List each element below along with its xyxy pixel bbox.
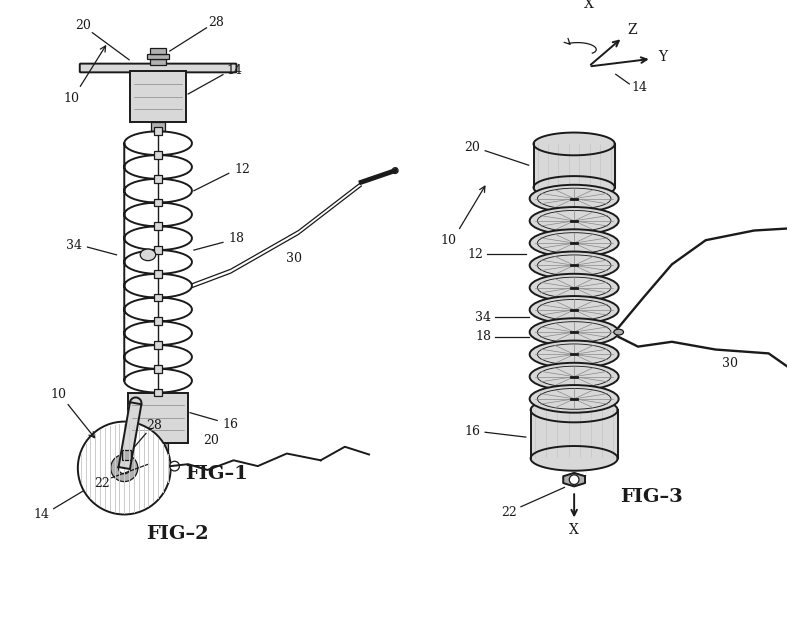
Polygon shape [530,397,618,422]
Bar [154,127,162,135]
Text: 18: 18 [229,232,245,245]
Bar [154,246,162,254]
Ellipse shape [530,363,618,391]
Polygon shape [530,446,618,471]
Text: 12: 12 [234,163,250,176]
Polygon shape [534,144,614,187]
Ellipse shape [530,229,618,257]
Ellipse shape [530,341,618,368]
Bar [154,389,162,396]
Text: 34: 34 [475,311,491,324]
FancyBboxPatch shape [80,64,237,72]
Polygon shape [534,176,614,199]
Bar [154,270,162,277]
Circle shape [110,454,138,481]
Bar [122,450,131,460]
Text: FIG–3: FIG–3 [620,488,683,506]
Text: Y: Y [658,50,668,64]
FancyBboxPatch shape [128,392,188,443]
Bar [152,457,164,466]
Text: 14: 14 [226,64,242,77]
Text: 22: 22 [502,506,518,519]
Ellipse shape [614,329,623,335]
Text: 20: 20 [465,142,481,154]
Text: FIG–1: FIG–1 [185,465,248,483]
Ellipse shape [530,296,618,324]
Bar [154,341,162,349]
Circle shape [570,475,579,485]
Text: 34: 34 [66,239,82,252]
Text: 14: 14 [631,82,647,95]
Text: FIG–2: FIG–2 [146,525,209,543]
Circle shape [78,421,170,514]
Ellipse shape [530,207,618,235]
Text: 20: 20 [203,434,219,447]
Text: 16: 16 [465,425,481,438]
Ellipse shape [530,252,618,279]
Text: X: X [584,0,594,11]
Text: X: X [570,523,579,537]
Text: 12: 12 [467,248,483,261]
Bar [150,59,166,65]
Bar [154,175,162,183]
Bar [154,151,162,159]
Polygon shape [534,132,614,155]
Text: 30: 30 [286,252,302,265]
Bar [147,54,169,59]
Ellipse shape [530,185,618,213]
Circle shape [118,462,130,474]
Bar [150,48,166,54]
Text: 16: 16 [222,418,238,431]
Bar [154,199,162,206]
Polygon shape [118,402,142,469]
Text: 10: 10 [63,92,79,105]
Text: 18: 18 [475,331,491,344]
Ellipse shape [530,274,618,302]
Circle shape [170,461,179,471]
Text: 22: 22 [94,477,110,490]
Bar [154,318,162,325]
Text: 10: 10 [440,234,456,247]
Text: 20: 20 [74,19,90,32]
Bar [154,466,162,472]
Ellipse shape [140,249,156,261]
Text: 30: 30 [722,357,738,370]
Polygon shape [530,410,618,459]
Text: 10: 10 [50,388,66,401]
FancyBboxPatch shape [130,71,186,122]
Polygon shape [563,473,585,486]
Bar [154,222,162,231]
Ellipse shape [530,385,618,413]
Ellipse shape [530,318,618,346]
Bar [149,443,168,457]
Circle shape [392,167,398,174]
Text: 14: 14 [33,508,49,521]
Bar [154,294,162,302]
Text: 28: 28 [146,419,162,432]
Bar [154,365,162,373]
Text: 28: 28 [208,17,224,30]
Text: Z: Z [627,23,637,36]
Bar [151,122,165,132]
